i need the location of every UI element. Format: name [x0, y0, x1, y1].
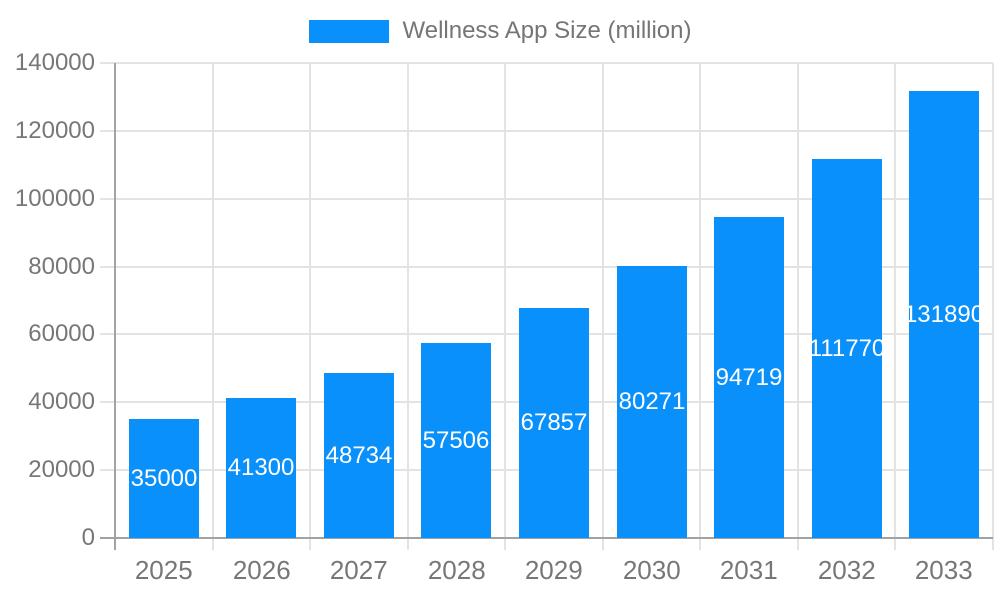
bar-value-label: 131890 — [903, 300, 985, 328]
x-gridline — [894, 63, 896, 550]
chart-legend[interactable]: Wellness App Size (million) — [0, 16, 1000, 46]
bar-value-label: 57506 — [422, 426, 490, 454]
x-tick-label: 2028 — [427, 555, 486, 585]
legend-label: Wellness App Size (million) — [402, 17, 692, 44]
bar-value-label: 94719 — [715, 363, 783, 391]
bar-2031: 94719 — [714, 217, 784, 538]
x-gridline — [797, 63, 799, 550]
bar-value-label: 48734 — [325, 441, 393, 469]
x-tick-label: 2032 — [817, 555, 876, 585]
bar-2033: 131890 — [904, 91, 984, 538]
bar-value-label: 80271 — [618, 388, 686, 415]
bar-2025: 35000 — [129, 419, 199, 538]
x-gridline — [699, 63, 701, 550]
x-tick-label: 2033 — [914, 555, 973, 585]
y-tick-label: 20000 — [28, 456, 95, 483]
x-gridline — [309, 63, 311, 550]
y-gridline — [100, 130, 993, 132]
y-tick-label: 120000 — [14, 117, 95, 144]
x-tick-label: 2030 — [622, 555, 681, 585]
y-tick-label: 0 — [81, 524, 95, 551]
x-axis-line — [100, 537, 993, 539]
x-tick-label: 2025 — [134, 555, 193, 585]
x-tick-label: 2027 — [329, 555, 388, 585]
y-tick-label: 100000 — [14, 185, 95, 212]
x-gridline — [992, 63, 994, 550]
x-tick-label: 2026 — [232, 555, 291, 585]
y-gridline — [100, 198, 993, 200]
bar-2029: 67857 — [519, 308, 589, 538]
bar-value-label: 67857 — [520, 409, 588, 436]
y-tick-label: 40000 — [28, 388, 95, 415]
legend-swatch-icon — [308, 19, 389, 43]
bar-value-label: 41300 — [227, 454, 295, 481]
y-gridline — [100, 62, 993, 64]
y-tick-label: 80000 — [28, 253, 95, 280]
y-axis-line — [114, 63, 116, 550]
x-gridline — [212, 63, 214, 550]
bar-2030: 80271 — [617, 266, 687, 538]
y-tick-label: 140000 — [14, 49, 95, 76]
y-tick-label: 60000 — [28, 320, 95, 347]
x-tick-label: 2029 — [524, 555, 583, 585]
bar-value-label: 111770 — [808, 334, 886, 362]
bar-value-label: 35000 — [130, 464, 198, 492]
x-gridline — [407, 63, 409, 550]
y-gridline — [100, 266, 993, 268]
x-tick-label: 2031 — [719, 555, 778, 585]
x-gridline — [602, 63, 604, 550]
bar-2026: 41300 — [226, 398, 296, 538]
bar-2027: 48734 — [324, 373, 394, 538]
bar-2032: 111770 — [809, 159, 885, 538]
x-gridline — [504, 63, 506, 550]
bar-2028: 57506 — [421, 343, 491, 538]
